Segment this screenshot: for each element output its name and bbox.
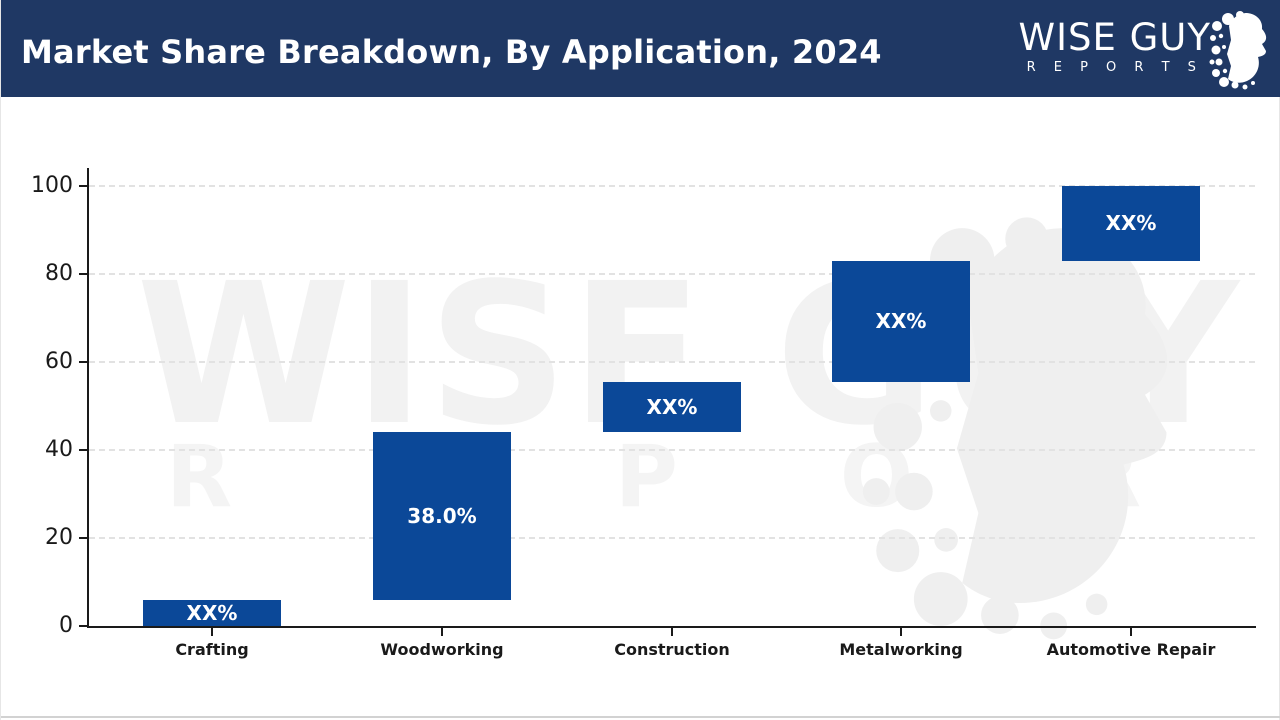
bar-construction: XX%	[603, 381, 741, 433]
y-tick-label-80: 80	[45, 261, 73, 286]
bar-value-label: XX%	[186, 600, 238, 625]
gridline-80	[89, 273, 1255, 275]
y-tick-mark-80	[79, 273, 87, 275]
wiseguy-logo: WISE GUY R E P O R T S	[1019, 6, 1269, 92]
bar-value-label: XX%	[646, 395, 698, 420]
y-axis-line	[87, 168, 89, 628]
bar-woodworking: 38.0%	[373, 432, 511, 600]
footer-divider	[1, 716, 1280, 718]
header-bar: Market Share Breakdown, By Application, …	[1, 0, 1280, 97]
x-tick-label-0: Crafting	[175, 640, 249, 659]
y-tick-mark-40	[79, 449, 87, 451]
chart-title: Market Share Breakdown, By Application, …	[21, 33, 882, 71]
x-axis-line	[87, 626, 1256, 628]
wiseguy-logo-line1: WISE GUY	[1018, 16, 1211, 59]
bar-metalworking: XX%	[832, 260, 970, 382]
wiseguy-logo-text: WISE GUY R E P O R T S	[1019, 18, 1211, 76]
y-tick-label-100: 100	[31, 173, 73, 198]
gridline-60	[89, 361, 1255, 363]
x-tick-mark-2	[671, 628, 673, 636]
y-tick-label-60: 60	[45, 349, 73, 374]
x-tick-label-3: Metalworking	[839, 640, 963, 659]
bar-automotive-repair: XX%	[1062, 186, 1200, 261]
bar-value-label: XX%	[1105, 211, 1157, 236]
y-tick-mark-100	[79, 185, 87, 187]
wiseguy-logo-line2: R E P O R T S	[1026, 60, 1203, 75]
wiseguy-face-icon	[1209, 11, 1267, 90]
bar-value-label: 38.0%	[407, 503, 477, 528]
bar-value-label: XX%	[875, 309, 927, 334]
gridline-100	[89, 185, 1255, 187]
y-tick-label-40: 40	[45, 437, 73, 462]
y-tick-label-20: 20	[45, 525, 73, 550]
gridline-20	[89, 537, 1255, 539]
x-tick-label-2: Construction	[614, 640, 730, 659]
x-tick-mark-1	[441, 628, 443, 636]
gridline-40	[89, 449, 1255, 451]
x-tick-mark-3	[900, 628, 902, 636]
y-tick-mark-20	[79, 537, 87, 539]
x-tick-mark-4	[1130, 628, 1132, 636]
y-tick-label-0: 0	[59, 613, 73, 638]
y-tick-mark-0	[79, 625, 87, 627]
x-tick-label-4: Automotive Repair	[1046, 640, 1216, 659]
x-tick-mark-0	[211, 628, 213, 636]
x-tick-label-1: Woodworking	[380, 640, 504, 659]
bar-crafting: XX%	[143, 599, 281, 626]
y-tick-mark-60	[79, 361, 87, 363]
